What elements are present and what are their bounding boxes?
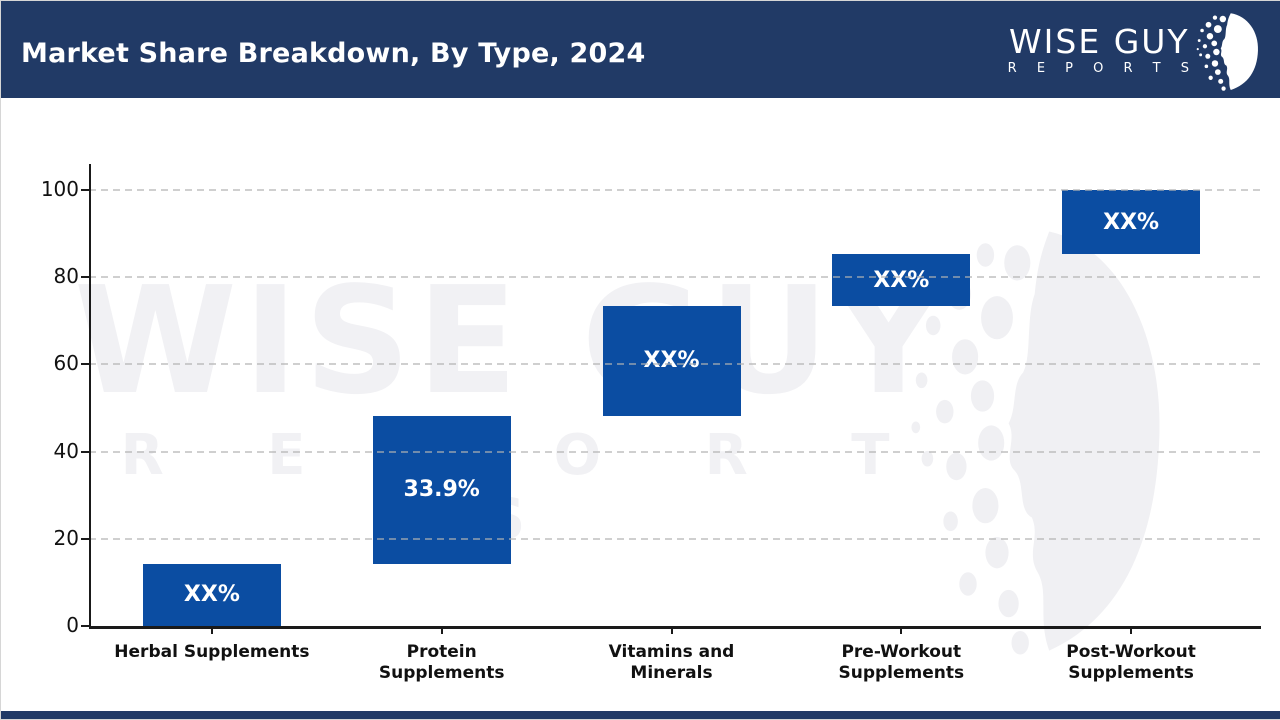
page-title: Market Share Breakdown, By Type, 2024 bbox=[21, 38, 646, 69]
chart-area: WISE GUY R E P O R T S 0 20 40 60 80 100 XX% He bbox=[1, 98, 1280, 713]
category-label: Vitamins and Minerals bbox=[608, 642, 735, 683]
bar-value-label: XX% bbox=[643, 348, 700, 374]
y-tick-mark bbox=[81, 276, 89, 279]
bar-segment: XX% bbox=[1062, 190, 1201, 255]
watermark-line2: R E P O R T S bbox=[120, 423, 932, 552]
y-tick-label: 20 bbox=[53, 525, 79, 550]
y-tick-label: 40 bbox=[53, 438, 79, 463]
y-gridline bbox=[89, 276, 1261, 279]
watermark-text: WISE GUY R E P O R T S bbox=[71, 266, 951, 552]
y-tick-mark bbox=[81, 363, 89, 366]
x-tick-mark bbox=[210, 626, 213, 634]
footer-accent-bar bbox=[1, 711, 1280, 719]
y-tick-label: 100 bbox=[40, 177, 79, 201]
y-tick-label: 60 bbox=[53, 351, 79, 376]
watermark-line1: WISE GUY bbox=[73, 255, 949, 427]
x-tick-mark bbox=[900, 626, 903, 634]
y-tick-mark bbox=[81, 189, 89, 191]
bar-segment: XX% bbox=[142, 563, 281, 626]
category-label: Post-Workout Supplements bbox=[1066, 642, 1196, 683]
y-gridline bbox=[89, 537, 1261, 540]
x-tick-mark bbox=[1130, 626, 1133, 634]
y-axis-spine bbox=[89, 164, 91, 628]
y-gridline bbox=[89, 189, 1261, 191]
bar-value-label: XX% bbox=[1103, 209, 1160, 235]
wiseguy-logo: WISE GUY R E P O R T S bbox=[1002, 5, 1267, 95]
category-label: Pre-Workout Supplements bbox=[838, 642, 965, 683]
y-gridline bbox=[89, 450, 1261, 453]
logo-subtitle: R E P O R T S bbox=[1007, 61, 1197, 76]
logo-name: WISE GUY bbox=[1009, 22, 1190, 61]
x-tick-mark bbox=[440, 626, 443, 634]
y-tick-mark bbox=[81, 625, 89, 627]
bar-segment: XX% bbox=[832, 254, 971, 306]
y-gridline bbox=[89, 363, 1261, 366]
y-tick-label: 0 bbox=[66, 613, 79, 637]
category-label: Protein Supplements bbox=[378, 642, 505, 683]
bar-segment: 33.9% bbox=[372, 415, 511, 564]
y-tick-mark bbox=[81, 450, 89, 453]
x-axis-spine bbox=[89, 626, 1261, 629]
bar-segment: XX% bbox=[602, 305, 741, 416]
y-tick-label: 80 bbox=[53, 264, 79, 289]
logo-text: WISE GUY R E P O R T S bbox=[1002, 25, 1197, 78]
y-tick-mark bbox=[81, 537, 89, 540]
bar-value-label: XX% bbox=[873, 267, 930, 293]
category-label: Herbal Supplements bbox=[114, 642, 310, 662]
wiseguy-head-icon bbox=[1196, 12, 1259, 91]
bar-value-label: XX% bbox=[183, 582, 240, 608]
header-bar: Market Share Breakdown, By Type, 2024 WI… bbox=[1, 1, 1280, 98]
bar-value-label: 33.9% bbox=[403, 477, 480, 503]
x-tick-mark bbox=[670, 626, 673, 634]
